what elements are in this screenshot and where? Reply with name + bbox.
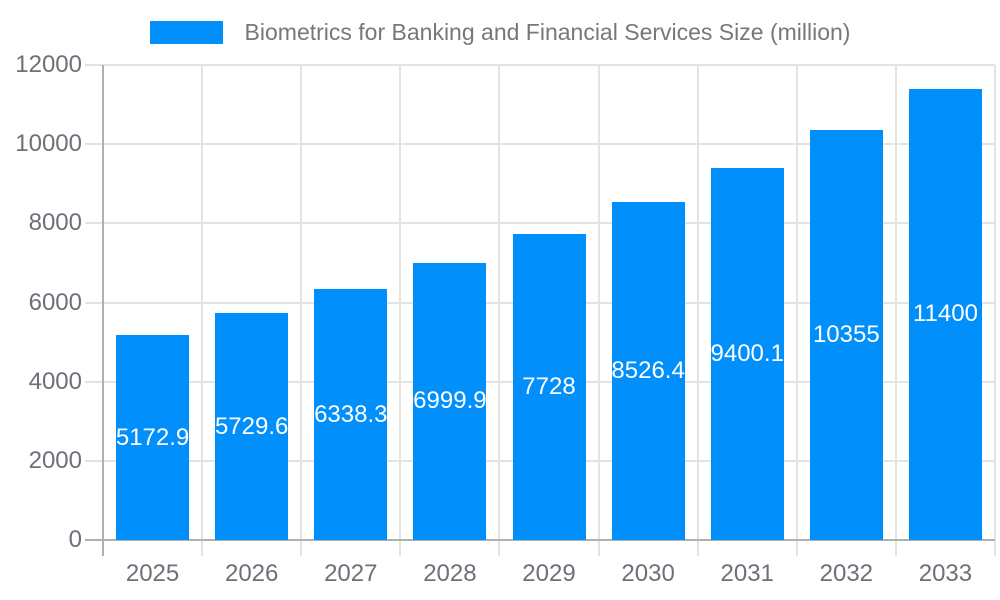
bar-2031[interactable]: 9400.1 [710,167,784,540]
gridline-horizontal [103,222,995,225]
bar-value-label: 7728 [522,373,576,401]
y-axis-tick [85,143,103,146]
x-axis-label: 2028 [423,560,477,587]
gridline-vertical [597,65,600,540]
y-axis-tick [85,380,103,383]
y-axis-tick [85,64,103,66]
gridline-vertical [894,65,897,540]
x-axis-label: 2025 [125,560,180,587]
x-axis-tick [795,540,798,556]
bar-2028[interactable]: 6999.9 [413,262,487,540]
gridline-vertical [994,65,996,540]
y-axis-label: 4000 [28,367,82,395]
y-axis-label: 2000 [28,446,82,474]
bar-value-label: 5729.6 [214,412,289,440]
legend[interactable]: Biometrics for Banking and Financial Ser… [0,19,1000,47]
x-axis-label: 2032 [819,560,874,587]
x-axis-tick [498,540,501,556]
x-axis-tick [696,540,699,556]
x-axis-label: 2027 [324,560,378,587]
bar-2029[interactable]: 7728 [512,234,586,540]
bar-value-label: 6999.9 [413,387,487,415]
x-axis-tick [994,540,996,556]
x-axis-label: 2033 [918,560,973,587]
x-axis-label: 2031 [720,560,774,587]
y-axis-line [102,65,104,556]
bar-value-label: 10355 [812,321,880,349]
y-axis-label: 8000 [28,209,82,237]
y-axis-tick [85,301,103,304]
x-axis-label: 2029 [522,560,576,587]
gridline-vertical [399,65,402,540]
bar-2025[interactable]: 5172.9 [116,335,189,540]
gridline-vertical [201,65,204,540]
y-axis-label: 6000 [28,288,82,316]
x-axis-tick [894,540,897,556]
x-axis-tick [300,540,303,556]
x-axis-tick [201,540,204,556]
gridline-vertical [696,65,699,540]
bar-2032[interactable]: 10355 [809,130,883,540]
bar-value-label: 8526.4 [611,357,685,385]
y-axis-label: 0 [68,526,82,553]
bar-value-label: 5172.9 [115,423,190,451]
bar-2026[interactable]: 5729.6 [215,313,288,540]
gridline-horizontal [103,64,995,66]
x-axis-tick [597,540,600,556]
x-axis-label: 2030 [621,560,675,587]
bar-value-label: 11400 [912,300,978,328]
y-axis-tick [85,459,103,462]
x-axis-label: 2026 [224,560,279,587]
x-axis-tick [399,540,402,556]
gridline-horizontal [103,143,995,146]
bar-2027[interactable]: 6338.3 [314,289,387,540]
bar-value-label: 6338.3 [314,400,388,428]
x-axis-line [85,539,995,541]
gridline-vertical [795,65,798,540]
gridline-vertical [498,65,501,540]
bar-value-label: 9400.1 [710,339,784,367]
y-axis-label: 10000 [15,130,82,158]
legend-swatch [149,21,223,45]
bar-2030[interactable]: 8526.4 [611,202,685,540]
legend-label: Biometrics for Banking and Financial Ser… [244,19,851,45]
gridline-vertical [300,65,303,540]
bar-2033[interactable]: 11400 [908,88,982,540]
y-axis-tick [85,222,103,225]
y-axis-label: 12000 [15,51,82,78]
